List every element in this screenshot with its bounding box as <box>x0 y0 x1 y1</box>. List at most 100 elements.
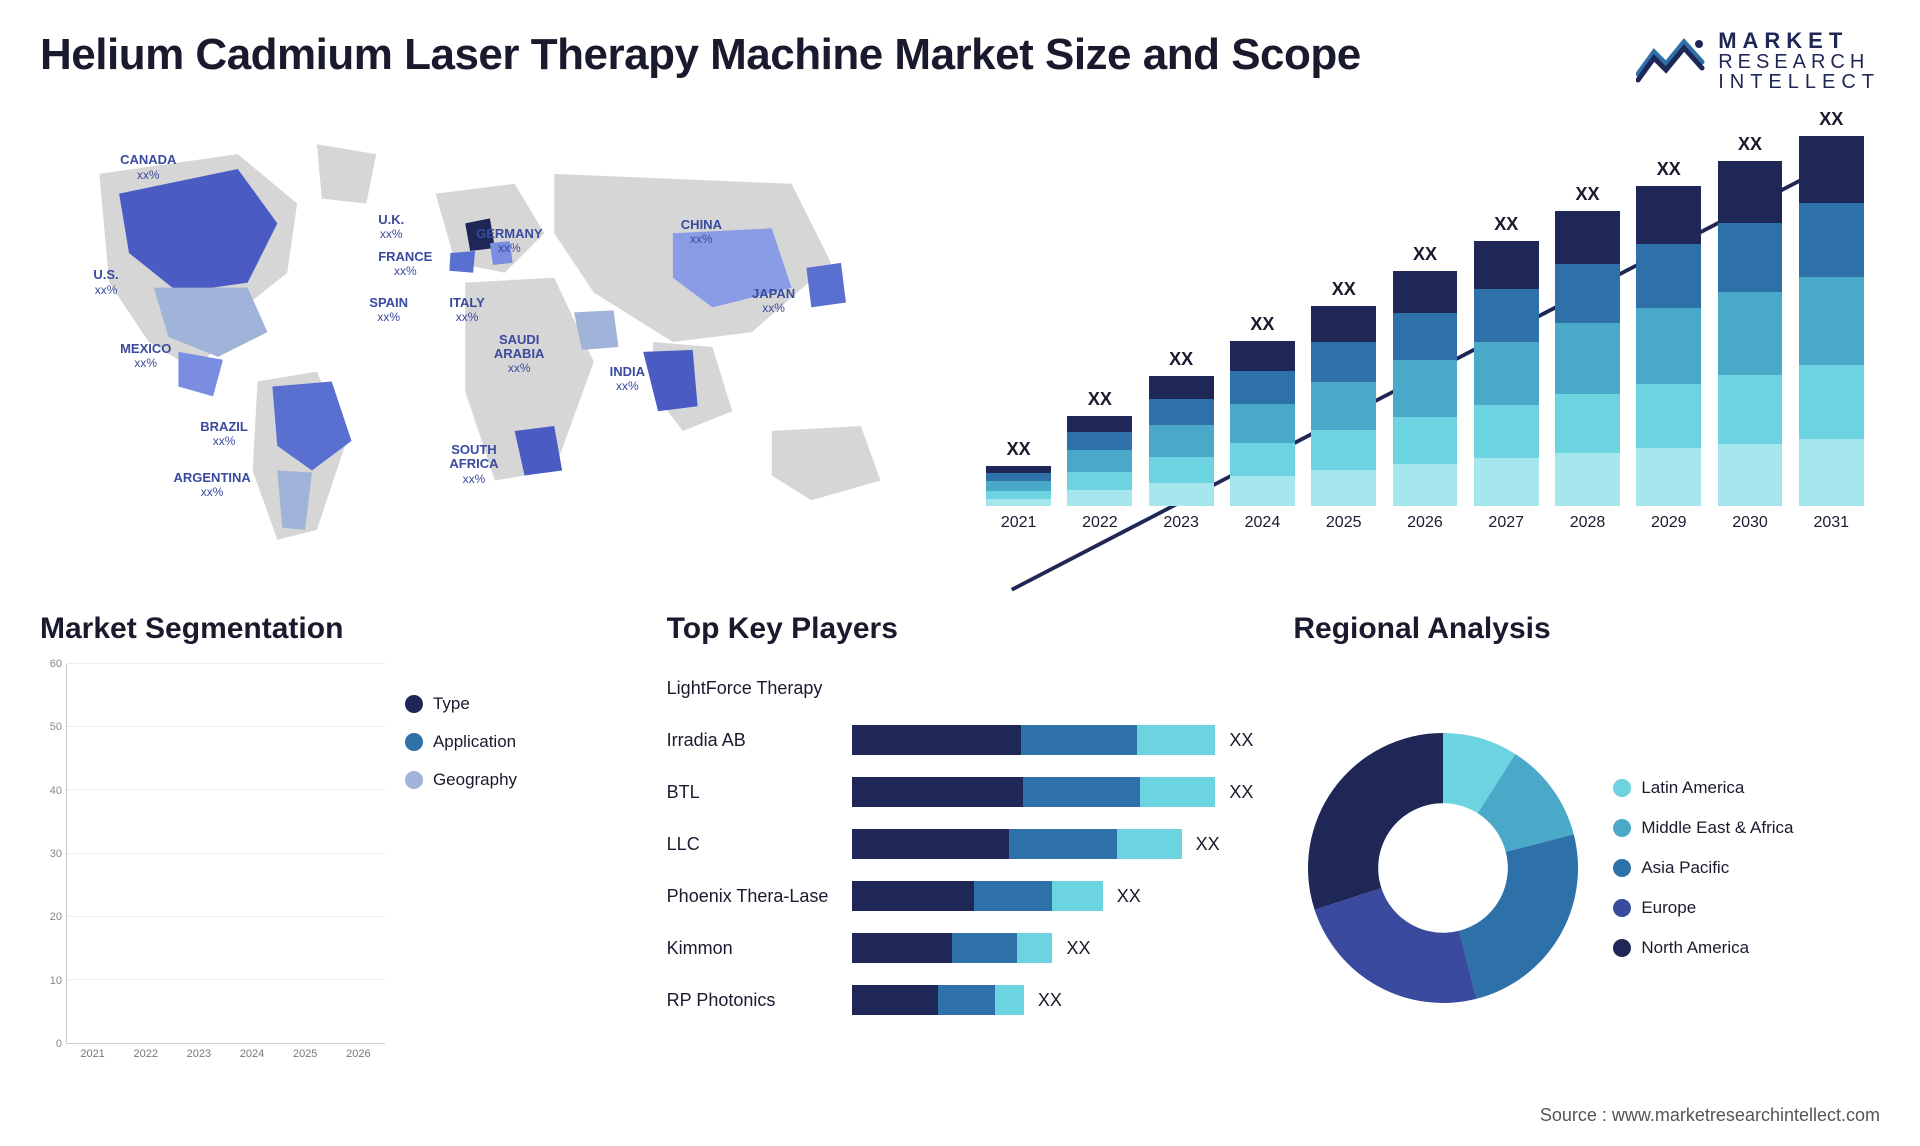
growth-bar: XX2028 <box>1549 184 1626 532</box>
growth-bar-label: XX <box>1169 349 1193 370</box>
key-players-panel: Top Key Players LightForce Therapy Irradi… <box>667 612 1254 1072</box>
legend-label: Type <box>433 694 470 714</box>
growth-x-label: 2027 <box>1488 514 1524 532</box>
growth-bar: XX2021 <box>980 439 1057 532</box>
growth-bar-label: XX <box>1494 214 1518 235</box>
segmentation-panel: Market Segmentation 0102030405060 202120… <box>40 612 627 1072</box>
legend-item: Geography <box>405 770 627 790</box>
growth-chart-panel: XX2021XX2022XX2023XX2024XX2025XX2026XX20… <box>970 112 1880 572</box>
key-player-bar <box>852 777 1216 807</box>
map-label: SPAINxx% <box>369 296 408 325</box>
legend-item: Europe <box>1613 898 1793 918</box>
segmentation-x-label: 2026 <box>346 1048 370 1072</box>
growth-bar: XX2024 <box>1224 314 1301 532</box>
key-player-row: LightForce Therapy <box>667 668 1254 708</box>
legend-dot-icon <box>405 733 423 751</box>
growth-bar: XX 2029 <box>1630 159 1707 532</box>
map-label: MEXICOxx% <box>120 342 171 371</box>
legend-item: North America <box>1613 938 1793 958</box>
growth-bar: XX 2022 <box>1061 389 1138 532</box>
donut-slice <box>1308 733 1443 910</box>
map-label: ARGENTINAxx% <box>174 471 251 500</box>
key-player-bar <box>852 829 1182 859</box>
world-map-panel: CANADAxx% U.S.xx% MEXICOxx% BRAZILxx% ARGENT… <box>40 112 930 572</box>
legend-dot-icon <box>405 771 423 789</box>
growth-bar-label: XX <box>1657 159 1681 180</box>
legend-dot-icon <box>1613 939 1631 957</box>
key-player-bar <box>852 933 1053 963</box>
growth-x-label: 2021 <box>1001 514 1037 532</box>
growth-bar: XX 2031 <box>1793 109 1870 532</box>
growth-x-label: 2023 <box>1163 514 1199 532</box>
key-player-value: XX <box>1117 886 1141 907</box>
key-player-name: LLC <box>667 834 852 855</box>
map-label: SOUTHAFRICAxx% <box>449 443 498 486</box>
segmentation-chart: 0102030405060 202120222023202420252026 <box>40 664 385 1072</box>
map-label: BRAZILxx% <box>200 420 248 449</box>
growth-x-label: 2022 <box>1082 514 1118 532</box>
legend-label: Geography <box>433 770 517 790</box>
map-label: FRANCExx% <box>378 250 432 279</box>
key-player-value: XX <box>1229 730 1253 751</box>
key-player-row: BTL XX <box>667 772 1254 812</box>
logo: MARKET RESEARCH INTELLECT <box>1636 30 1880 92</box>
growth-bar: XX 2027 <box>1468 214 1545 532</box>
growth-x-label: 2031 <box>1813 514 1849 532</box>
growth-bar: XX 2023 <box>1143 349 1220 532</box>
page-title: Helium Cadmium Laser Therapy Machine Mar… <box>40 30 1361 80</box>
logo-icon <box>1636 34 1706 89</box>
header: Helium Cadmium Laser Therapy Machine Mar… <box>40 30 1880 92</box>
key-player-name: BTL <box>667 782 852 803</box>
legend-label: North America <box>1641 938 1749 958</box>
map-label: SAUDIARABIAxx% <box>494 333 545 376</box>
donut-slice <box>1459 834 1578 998</box>
segmentation-x-label: 2021 <box>80 1048 104 1072</box>
regional-legend: Latin AmericaMiddle East & AfricaAsia Pa… <box>1613 778 1793 958</box>
key-player-value: XX <box>1229 782 1253 803</box>
growth-bar: XX2030 <box>1711 134 1788 532</box>
key-player-name: RP Photonics <box>667 990 852 1011</box>
regional-panel: Regional Analysis Latin AmericaMiddle Ea… <box>1293 612 1880 1072</box>
segmentation-x-label: 2025 <box>293 1048 317 1072</box>
growth-x-label: 2024 <box>1245 514 1281 532</box>
growth-bar-label: XX <box>1088 389 1112 410</box>
legend-label: Latin America <box>1641 778 1744 798</box>
growth-bar: XX2026 <box>1386 244 1463 532</box>
key-player-row: KimmonXX <box>667 928 1254 968</box>
segmentation-x-label: 2023 <box>187 1048 211 1072</box>
map-label: CHINAxx% <box>681 218 722 247</box>
key-player-bar <box>852 985 1024 1015</box>
map-label: GERMANYxx% <box>476 227 542 256</box>
segmentation-legend: Type Application Geography <box>405 664 627 1072</box>
growth-chart: XX2021XX2022XX2023XX2024XX2025XX2026XX20… <box>980 132 1870 562</box>
key-player-value: XX <box>1038 990 1062 1011</box>
growth-bar-label: XX <box>1738 134 1762 155</box>
key-players-title: Top Key Players <box>667 612 1254 646</box>
map-label: U.S.xx% <box>93 268 118 297</box>
growth-x-label: 2029 <box>1651 514 1687 532</box>
key-player-name: Irradia AB <box>667 730 852 751</box>
map-label: CANADAxx% <box>120 153 176 182</box>
key-player-name: Kimmon <box>667 938 852 959</box>
legend-item: Type <box>405 694 627 714</box>
map-label: JAPANxx% <box>752 287 795 316</box>
key-player-row: Phoenix Thera-LaseXX <box>667 876 1254 916</box>
key-player-value: XX <box>1196 834 1220 855</box>
key-player-row: LLC XX <box>667 824 1254 864</box>
map-label: U.K.xx% <box>378 213 404 242</box>
key-player-bar <box>852 881 1103 911</box>
key-player-name: LightForce Therapy <box>667 678 852 699</box>
legend-dot-icon <box>1613 779 1631 797</box>
growth-x-label: 2028 <box>1570 514 1606 532</box>
segmentation-x-label: 2024 <box>240 1048 264 1072</box>
row-top: CANADAxx% U.S.xx% MEXICOxx% BRAZILxx% ARGENT… <box>40 112 1880 572</box>
key-player-row: RP Photonics XX <box>667 980 1254 1020</box>
segmentation-x-label: 2022 <box>133 1048 157 1072</box>
legend-item: Application <box>405 732 627 752</box>
legend-dot-icon <box>1613 859 1631 877</box>
legend-dot-icon <box>405 695 423 713</box>
growth-bar-label: XX <box>1819 109 1843 130</box>
legend-label: Europe <box>1641 898 1696 918</box>
row-bottom: Market Segmentation 0102030405060 202120… <box>40 612 1880 1072</box>
legend-item: Middle East & Africa <box>1613 818 1793 838</box>
